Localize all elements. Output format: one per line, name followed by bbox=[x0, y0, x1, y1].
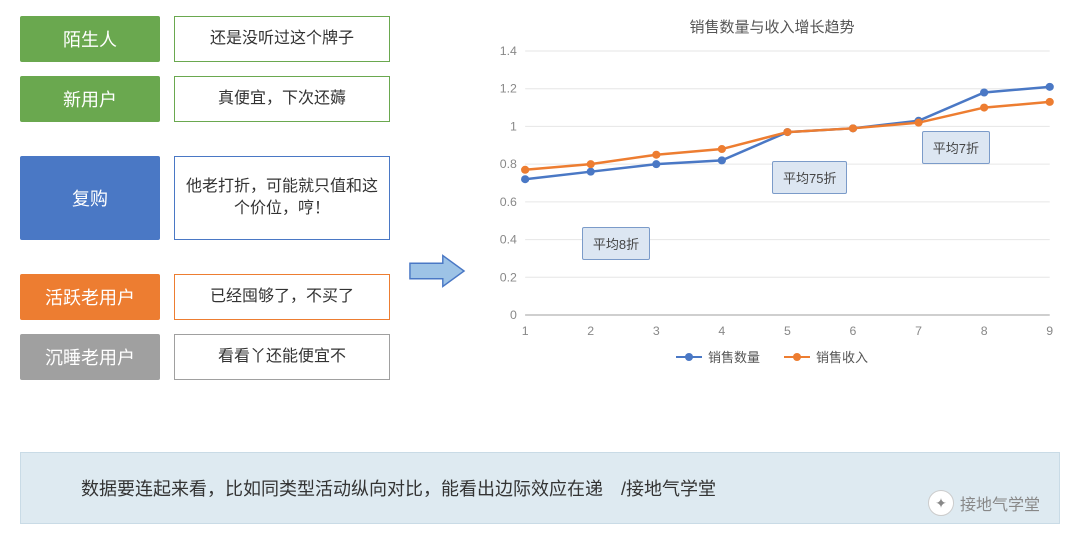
user-type-badge: 新用户 bbox=[20, 76, 160, 122]
legend-item-rev: 销售收入 bbox=[784, 347, 868, 366]
user-type-row: 活跃老用户已经囤够了，不买了 bbox=[20, 274, 390, 320]
user-type-row: 沉睡老用户看看丫还能便宜不 bbox=[20, 334, 390, 380]
user-type-list: 陌生人还是没听过这个牌子新用户真便宜，下次还薅复购他老打折，可能就只值和这个价位… bbox=[20, 16, 390, 396]
legend-item-qty: 销售数量 bbox=[676, 347, 760, 366]
chart-legend: 销售数量 销售收入 bbox=[484, 347, 1060, 366]
user-type-note: 看看丫还能便宜不 bbox=[174, 334, 390, 380]
svg-text:1: 1 bbox=[510, 120, 517, 134]
svg-text:1.2: 1.2 bbox=[500, 82, 517, 96]
svg-text:0.6: 0.6 bbox=[500, 195, 517, 209]
svg-text:2: 2 bbox=[587, 324, 594, 338]
chart-title: 销售数量与收入增长趋势 bbox=[484, 16, 1060, 37]
chart-callout: 平均7折 bbox=[922, 131, 990, 164]
svg-text:1: 1 bbox=[522, 324, 529, 338]
svg-text:0.8: 0.8 bbox=[500, 157, 517, 171]
svg-text:7: 7 bbox=[915, 324, 922, 338]
user-type-note: 还是没听过这个牌子 bbox=[174, 16, 390, 62]
user-type-badge: 活跃老用户 bbox=[20, 274, 160, 320]
svg-text:1.4: 1.4 bbox=[500, 44, 517, 58]
user-type-note: 已经囤够了，不买了 bbox=[174, 274, 390, 320]
chat-icon: ✦ bbox=[928, 490, 954, 516]
svg-text:9: 9 bbox=[1046, 324, 1053, 338]
svg-text:0.2: 0.2 bbox=[500, 270, 517, 284]
user-type-note: 真便宜，下次还薅 bbox=[174, 76, 390, 122]
user-type-row: 陌生人还是没听过这个牌子 bbox=[20, 16, 390, 62]
user-type-row: 新用户真便宜，下次还薅 bbox=[20, 76, 390, 122]
chart-callout: 平均75折 bbox=[772, 161, 847, 194]
footer-text: 数据要连起来看，比如同类型活动纵向对比，能看出边际效应在递 /接地气学堂 bbox=[81, 479, 716, 499]
svg-text:6: 6 bbox=[850, 324, 857, 338]
user-type-badge: 复购 bbox=[20, 156, 160, 240]
arrow-right bbox=[408, 16, 466, 396]
svg-text:5: 5 bbox=[784, 324, 791, 338]
legend-label: 销售数量 bbox=[708, 347, 760, 366]
legend-label: 销售收入 bbox=[816, 347, 868, 366]
footer-insight: 数据要连起来看，比如同类型活动纵向对比，能看出边际效应在递 /接地气学堂 bbox=[20, 452, 1060, 524]
svg-text:0: 0 bbox=[510, 308, 517, 322]
watermark-text: 接地气学堂 bbox=[960, 491, 1040, 515]
watermark: ✦ 接地气学堂 bbox=[928, 490, 1040, 516]
svg-text:0.4: 0.4 bbox=[500, 233, 517, 247]
svg-text:8: 8 bbox=[981, 324, 988, 338]
svg-text:3: 3 bbox=[653, 324, 660, 338]
user-type-note: 他老打折，可能就只值和这个价位，哼！ bbox=[174, 156, 390, 240]
user-type-row: 复购他老打折，可能就只值和这个价位，哼！ bbox=[20, 156, 390, 240]
user-type-badge: 陌生人 bbox=[20, 16, 160, 62]
user-type-badge: 沉睡老用户 bbox=[20, 334, 160, 380]
svg-text:4: 4 bbox=[718, 324, 725, 338]
chart-callout: 平均8折 bbox=[582, 227, 650, 260]
trend-chart: 销售数量与收入增长趋势 0 0.2 0.4 0.6 0.8 1 1.2 1.4 1 2 3 4 5 6 7 8… bbox=[484, 16, 1060, 396]
